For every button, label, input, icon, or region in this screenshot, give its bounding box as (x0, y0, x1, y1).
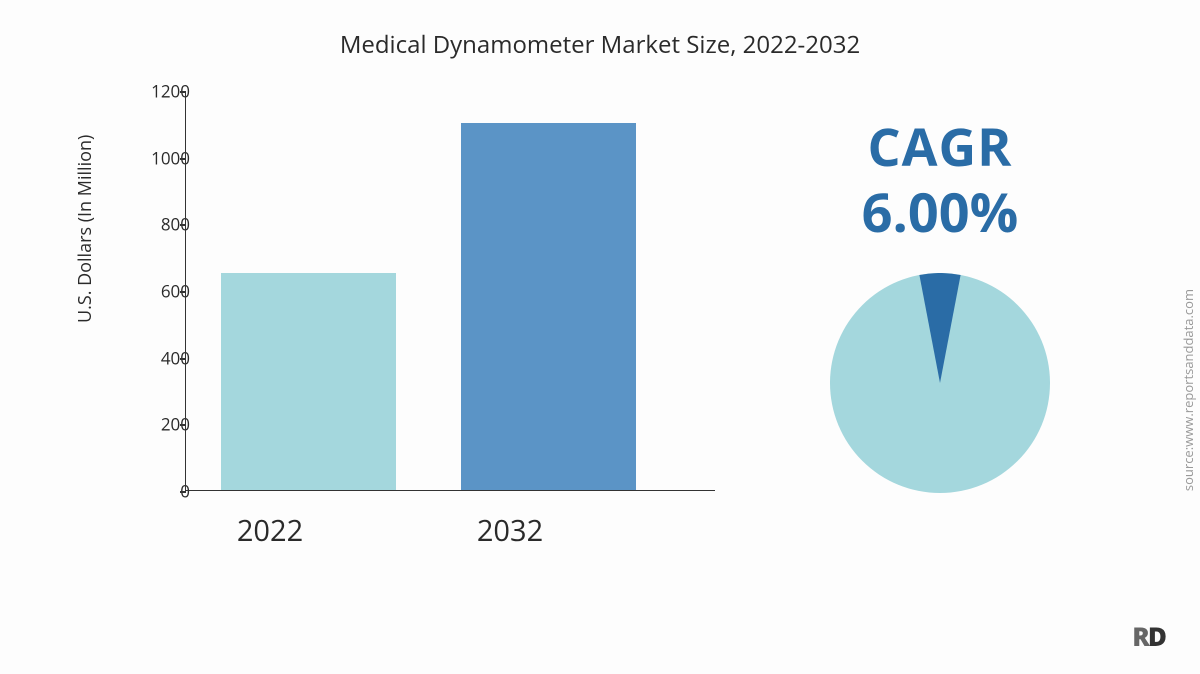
x-label-2032: 2032 (435, 511, 585, 550)
brand-logo: RD (1132, 618, 1165, 654)
cagr-title: CAGR (770, 111, 1110, 182)
pie-chart (770, 273, 1110, 493)
bar-2032 (461, 123, 636, 490)
logo-d: D (1148, 618, 1165, 654)
bar-2022 (221, 273, 396, 490)
content-area: U.S. Dollars (In Million) 0 200 400 600 … (0, 61, 1200, 591)
y-axis-label: U.S. Dollars (In Million) (73, 135, 97, 323)
tick-mark (180, 491, 186, 493)
bar-chart: U.S. Dollars (In Million) 0 200 400 600 … (50, 91, 730, 591)
logo-r: R (1132, 618, 1148, 654)
x-label-2022: 2022 (195, 511, 345, 550)
chart-title: Medical Dynamometer Market Size, 2022-20… (0, 0, 1200, 61)
cagr-value: 6.00% (770, 174, 1110, 248)
cagr-section: CAGR 6.00% (730, 91, 1110, 591)
source-attribution: source:www.reportsanddata.com (1179, 289, 1197, 491)
plot-area (185, 91, 715, 491)
